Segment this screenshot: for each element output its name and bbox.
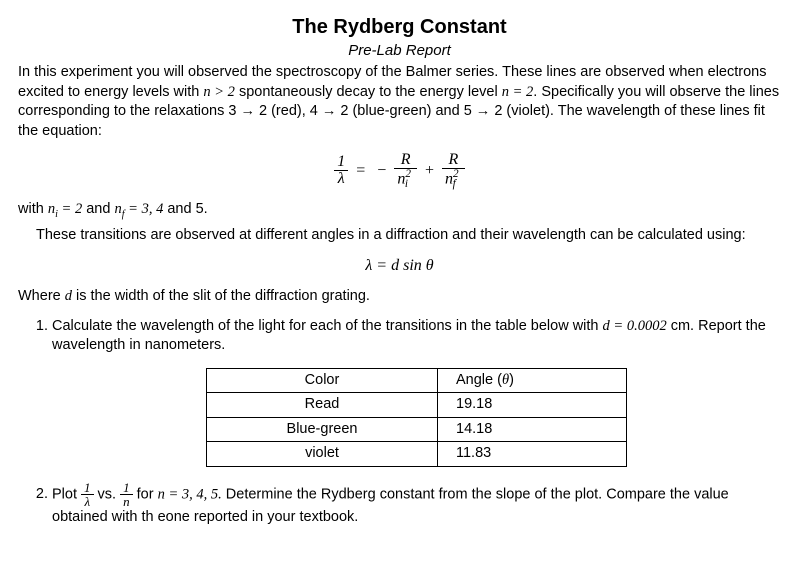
text-and: and bbox=[82, 201, 114, 217]
header-angle: Angle (θ) bbox=[438, 368, 627, 393]
frac-1-lambda: 1λ bbox=[81, 481, 94, 508]
text: with bbox=[18, 201, 48, 217]
math-n-gt-2: n > 2 bbox=[203, 84, 235, 100]
question-list: Calculate the wavelength of the light fo… bbox=[18, 317, 781, 528]
q2-text-c: for bbox=[133, 486, 158, 502]
equals: = bbox=[352, 162, 369, 179]
math-nf-eq-345: nf = 3, 4 bbox=[114, 201, 163, 217]
q2-text-b: vs. bbox=[94, 486, 121, 502]
frac-num: 1 bbox=[334, 154, 348, 170]
equation-rydberg: 1 λ = − R n2i + R n2f bbox=[18, 152, 781, 191]
where-line: Where d is the width of the slit of the … bbox=[18, 287, 781, 307]
frac-1-n: 1n bbox=[120, 481, 133, 508]
with-line: with ni = 2 and nf = 3, 4 and 5. bbox=[18, 200, 781, 222]
page-subtitle: Pre-Lab Report bbox=[18, 41, 781, 61]
intro-paragraph: In this experiment you will observed the… bbox=[18, 63, 781, 141]
text: Where bbox=[18, 288, 65, 304]
question-1: Calculate the wavelength of the light fo… bbox=[52, 317, 781, 467]
q1-text-a: Calculate the wavelength of the light fo… bbox=[52, 318, 603, 334]
data-table: Color Angle (θ) Read 19.18 Blue-green 14… bbox=[206, 368, 627, 467]
cell-color: violet bbox=[207, 442, 438, 467]
plus: + bbox=[421, 162, 438, 179]
cell-angle: 14.18 bbox=[438, 417, 627, 442]
equation-lambda-dsin: λ = d sin θ bbox=[18, 255, 781, 277]
frac-num: R bbox=[394, 152, 417, 168]
table-header-row: Color Angle (θ) bbox=[207, 368, 627, 393]
intro-text-2: spontaneously decay to the energy level bbox=[235, 84, 502, 100]
frac-1-lambda: 1 λ bbox=[334, 154, 348, 187]
frac-r-nf2: R n2f bbox=[442, 152, 465, 191]
math-d-val: d = 0.0002 bbox=[603, 318, 667, 334]
frac-den: n2f bbox=[442, 168, 465, 191]
table-row: violet 11.83 bbox=[207, 442, 627, 467]
q2-text-a: Plot bbox=[52, 486, 81, 502]
math-n-345: n = 3, 4, 5. bbox=[158, 486, 222, 502]
page-title: The Rydberg Constant bbox=[18, 14, 781, 41]
math-n-eq-2: n = 2 bbox=[502, 84, 534, 100]
minus: − bbox=[373, 162, 390, 179]
question-2: Plot 1λ vs. 1n for n = 3, 4, 5. Determin… bbox=[52, 481, 781, 528]
frac-r-ni2: R n2i bbox=[394, 152, 417, 191]
para-diffraction: These transitions are observed at differ… bbox=[18, 226, 781, 246]
table-row: Blue-green 14.18 bbox=[207, 417, 627, 442]
cell-color: Blue-green bbox=[207, 417, 438, 442]
table-row: Read 19.18 bbox=[207, 393, 627, 418]
cell-color: Read bbox=[207, 393, 438, 418]
text: is the width of the slit of the diffract… bbox=[72, 288, 370, 304]
frac-den: n2i bbox=[394, 168, 417, 191]
cell-angle: 19.18 bbox=[438, 393, 627, 418]
header-color: Color bbox=[207, 368, 438, 393]
frac-den: λ bbox=[334, 170, 348, 187]
math-d: d bbox=[65, 288, 72, 304]
cell-angle: 11.83 bbox=[438, 442, 627, 467]
frac-num: R bbox=[442, 152, 465, 168]
math-ni-eq-2: ni = 2 bbox=[48, 201, 82, 217]
